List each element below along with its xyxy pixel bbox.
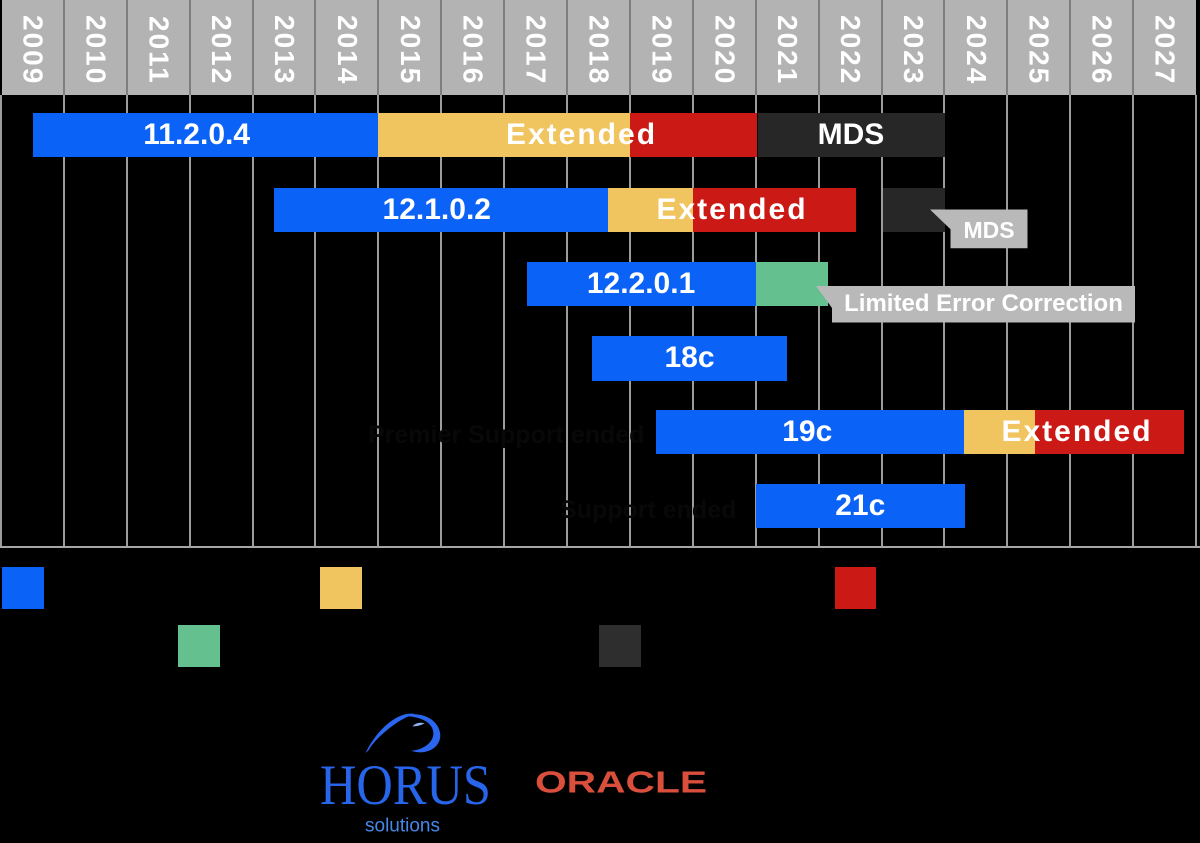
svg-text:ORACLE: ORACLE <box>535 765 707 800</box>
svg-text:solutions: solutions <box>365 816 440 837</box>
svg-text:HORUS: HORUS <box>320 754 491 817</box>
